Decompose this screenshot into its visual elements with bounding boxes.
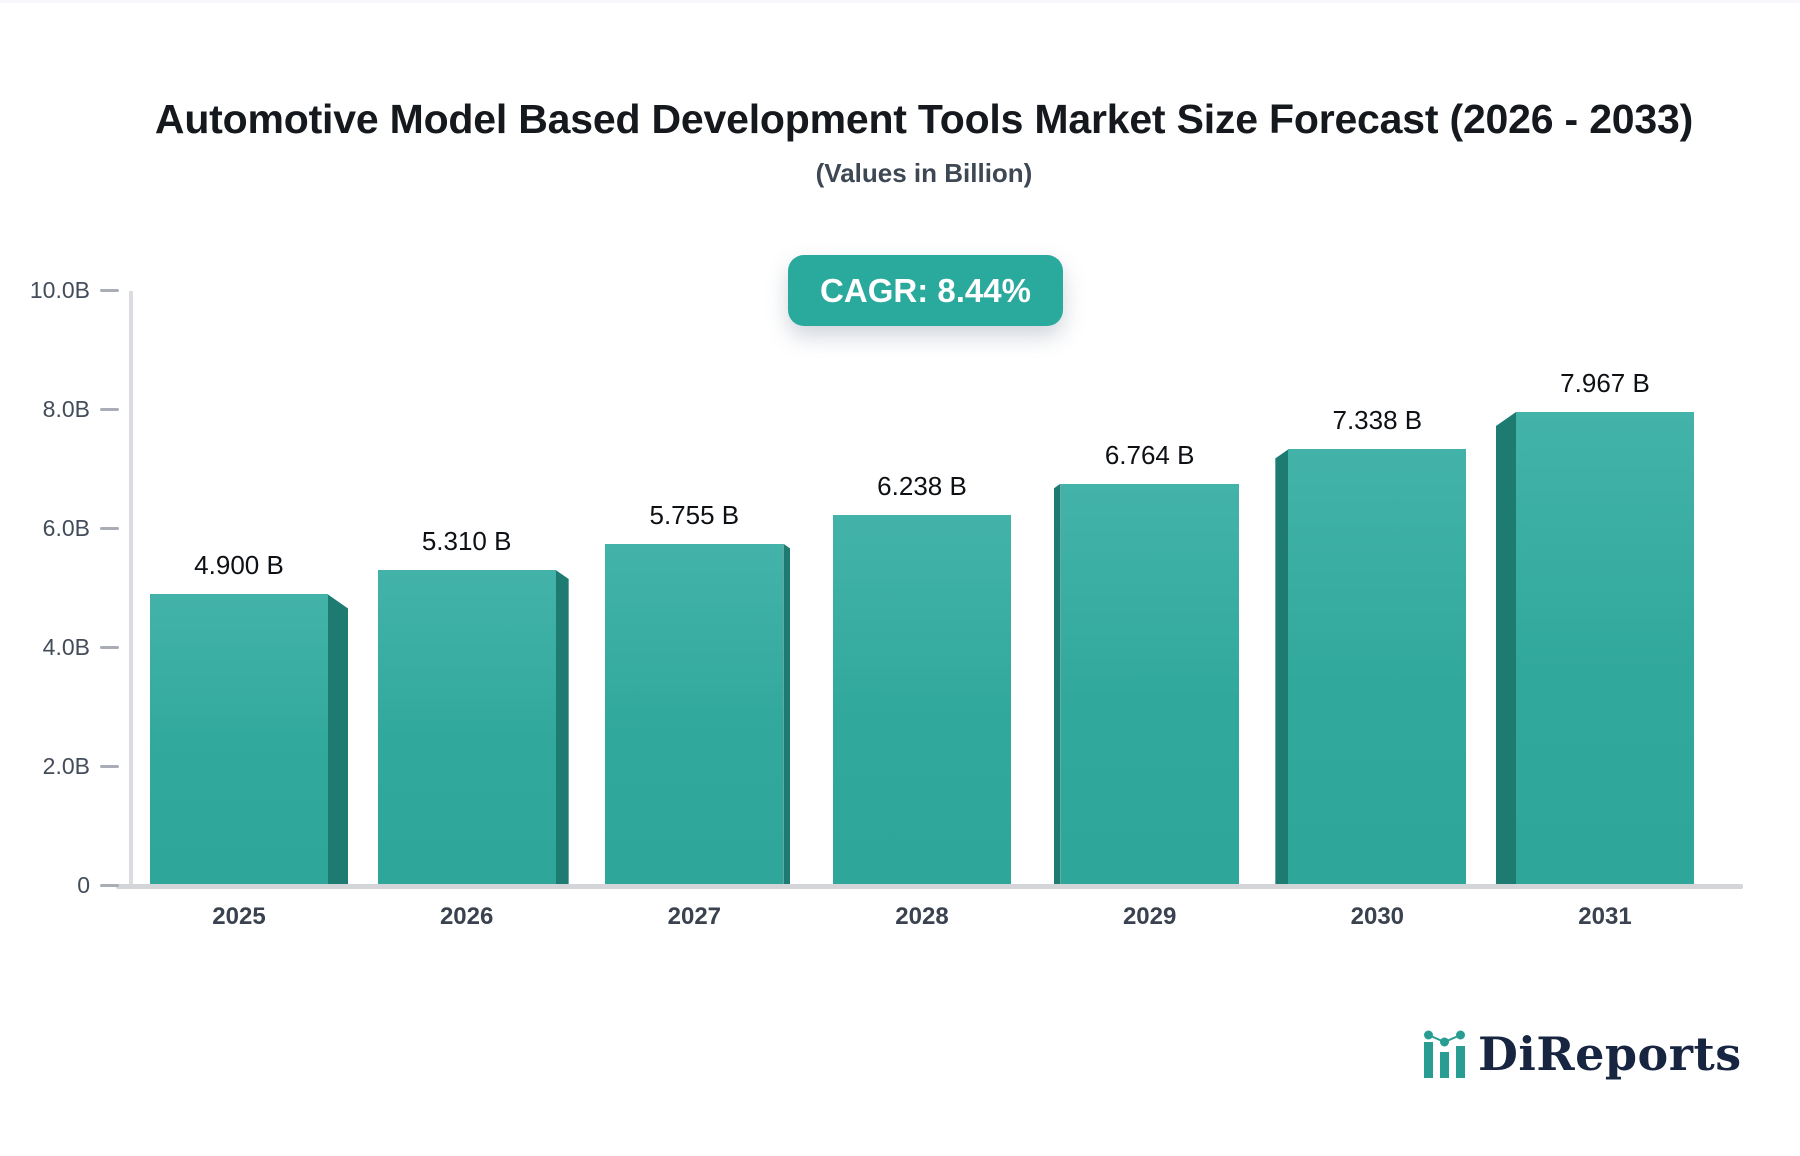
y-tick-label: 2.0B <box>42 753 90 779</box>
y-tick-label: 4.0B <box>42 634 90 660</box>
y-tick-mark <box>100 527 119 530</box>
y-tick-mark <box>100 289 119 292</box>
bar-side-face <box>1496 411 1516 884</box>
bar-2031[interactable] <box>1516 411 1694 884</box>
bar-2027[interactable] <box>605 543 784 884</box>
bar-value-label: 5.310 B <box>421 526 512 557</box>
brand-logo: DiReports <box>1424 1030 1742 1078</box>
brand-logo-text: DiReports <box>1478 1027 1742 1081</box>
y-tick-mark <box>100 408 119 411</box>
page-title: Automotive Model Based Development Tools… <box>154 96 1694 142</box>
x-axis-line <box>116 884 1743 889</box>
cagr-badge: CAGR: 8.44% <box>788 255 1063 326</box>
x-tick-label: 2030 <box>1350 903 1405 930</box>
bar-side-face <box>783 543 791 884</box>
y-tick-label: 8.0B <box>42 396 90 422</box>
y-tick-label: 0 <box>77 872 90 898</box>
bar-2025[interactable] <box>150 594 328 884</box>
bar-value-label: 5.755 B <box>649 499 740 530</box>
bar-value-label: 6.238 B <box>877 470 967 501</box>
x-tick-label: 2025 <box>212 903 266 930</box>
y-axis-line <box>129 291 133 887</box>
bar-side-face <box>555 570 569 884</box>
x-tick-label: 2031 <box>1578 903 1632 930</box>
bar-side-face <box>1275 449 1289 884</box>
page-subtitle: (Values in Billion) <box>815 158 1033 188</box>
y-tick-mark <box>100 646 119 649</box>
bar-2029[interactable] <box>1060 483 1239 884</box>
bar-value-label: 6.764 B <box>1104 439 1195 470</box>
bar-value-label: 7.967 B <box>1560 367 1650 398</box>
cagr-badge-label: CAGR: 8.44% <box>820 271 1031 309</box>
bar-2026[interactable] <box>377 570 556 884</box>
bar-2030[interactable] <box>1288 449 1467 884</box>
x-tick-label: 2029 <box>1122 903 1177 930</box>
bar-side-face <box>1053 483 1061 884</box>
bar-value-label: 4.900 B <box>194 550 284 581</box>
y-tick-label: 10.0B <box>29 277 90 303</box>
y-tick-mark <box>100 884 119 887</box>
y-tick-label: 6.0B <box>42 515 90 541</box>
bar-side-face <box>328 594 348 884</box>
x-tick-label: 2027 <box>667 903 722 930</box>
x-tick-label: 2026 <box>439 903 494 930</box>
top-border <box>0 0 1800 3</box>
bar-value-label: 7.338 B <box>1332 405 1423 436</box>
logo-chart-icon <box>1424 1030 1465 1078</box>
x-tick-label: 2028 <box>895 903 949 930</box>
bar-2028[interactable] <box>833 514 1011 884</box>
y-tick-mark <box>100 765 119 768</box>
